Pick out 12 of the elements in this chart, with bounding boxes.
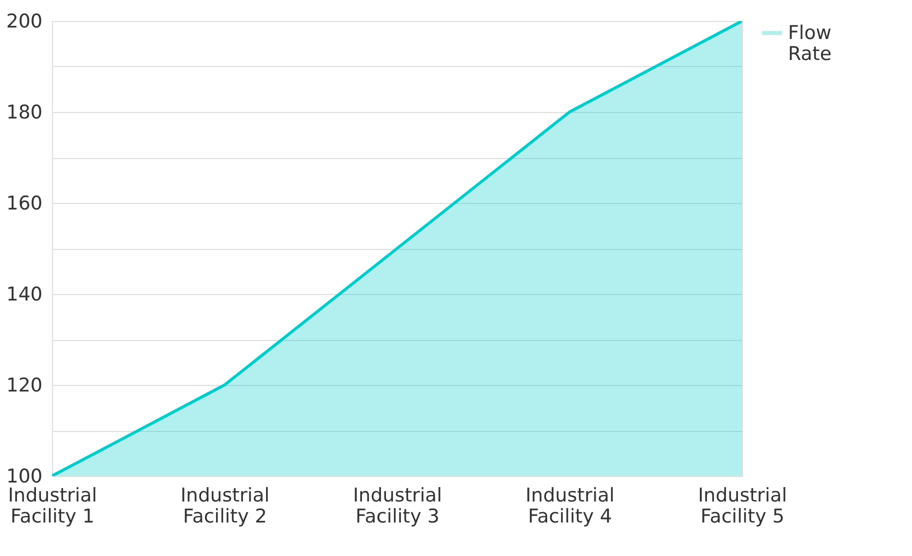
x-tick-label: Industrial Facility 3 (352, 484, 442, 528)
y-tick-label: 140 (6, 284, 42, 306)
y-tick-label: 120 (6, 374, 42, 396)
y-tick-label: 100 (6, 466, 42, 488)
x-tick-label: Industrial Facility 5 (698, 484, 788, 528)
x-tick-label: Industrial Facility 4 (525, 484, 615, 528)
y-tick-label: 160 (6, 192, 42, 214)
x-tick-label: Industrial Facility 1 (8, 484, 98, 528)
legend-label: Flow Rate (788, 22, 832, 65)
y-tick-label: 200 (6, 10, 42, 32)
y-tick-label: 180 (6, 102, 42, 124)
x-tick-label: Industrial Facility 2 (180, 484, 270, 528)
